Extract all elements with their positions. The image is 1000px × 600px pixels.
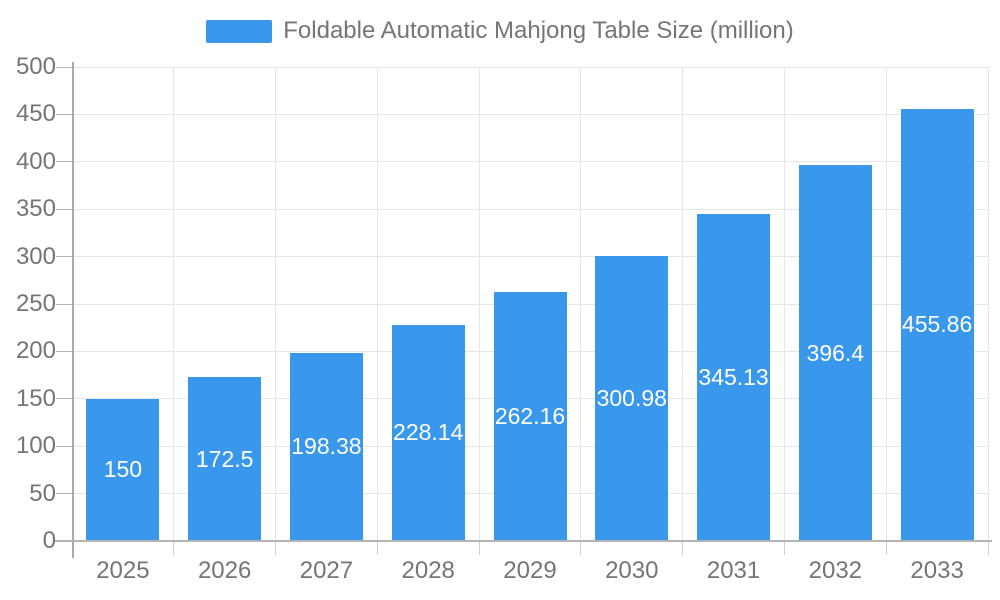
y-axis-label: 400: [15, 147, 56, 175]
gridline-horizontal: [72, 113, 988, 115]
bar: 345.13: [697, 213, 771, 541]
gridline-vertical: [682, 67, 684, 541]
x-axis-label: 2029: [503, 557, 557, 584]
gridline-vertical: [580, 67, 582, 541]
y-axis-tick: [56, 256, 72, 258]
y-axis-tick: [56, 66, 72, 68]
gridline-vertical: [173, 67, 175, 541]
y-axis-tick: [56, 113, 72, 115]
bar: 262.16: [493, 292, 567, 541]
chart-legend: Foldable Automatic Mahjong Table Size (m…: [0, 15, 1000, 47]
bar-value-label: 262.16: [494, 403, 566, 430]
y-axis-label: 500: [15, 53, 56, 80]
gridline-vertical: [885, 67, 887, 541]
gridline-vertical: [783, 67, 785, 541]
y-axis-label: 300: [15, 242, 56, 270]
y-axis-tick: [56, 161, 72, 163]
gridline-vertical: [376, 67, 378, 541]
y-axis-tick: [56, 208, 72, 210]
legend-item[interactable]: Foldable Automatic Mahjong Table Size (m…: [206, 17, 794, 45]
bar-value-label: 172.5: [195, 445, 254, 472]
plot-area: 150 172.5 198.38 228.14 262.16 300.98 345.13 39…: [55, 62, 992, 558]
bar-value-label: 396.4: [806, 339, 865, 366]
gridline-vertical: [478, 67, 480, 541]
bar-value-label: 300.98: [596, 384, 667, 411]
bar-value-label: 198.38: [291, 433, 362, 460]
x-axis-tick: [376, 541, 378, 555]
x-axis-tick: [580, 541, 582, 555]
y-axis-tick: [56, 303, 72, 305]
bar: 198.38: [289, 352, 363, 541]
bar: 172.5: [188, 377, 262, 541]
x-axis-label: 2033: [910, 557, 964, 584]
y-axis-label: 350: [15, 195, 56, 223]
x-axis-tick: [885, 541, 887, 555]
x-axis-label: 2028: [401, 557, 455, 584]
bar: 150: [86, 398, 160, 541]
y-axis-tick: [56, 493, 72, 495]
y-axis-tick: [56, 398, 72, 400]
x-axis-tick: [275, 541, 277, 555]
x-axis-tick: [783, 541, 785, 555]
bar-value-label: 150: [103, 456, 143, 483]
x-axis-tick: [173, 541, 175, 555]
gridline-horizontal: [72, 161, 988, 163]
legend-label: Foldable Automatic Mahjong Table Size (m…: [283, 17, 794, 44]
y-axis-tick: [56, 445, 72, 447]
bar: 300.98: [595, 255, 669, 541]
legend-swatch: [206, 19, 273, 43]
bar: 228.14: [391, 324, 465, 541]
bar: 455.86: [900, 108, 974, 541]
x-axis-label: 2027: [299, 557, 354, 584]
y-axis-label: 200: [15, 337, 56, 365]
gridline-vertical: [987, 67, 989, 541]
x-axis-label: 2030: [605, 557, 659, 584]
x-axis-label: 2025: [96, 557, 150, 584]
bar-value-label: 228.14: [393, 419, 464, 446]
gridline-horizontal: [72, 208, 988, 210]
x-axis-tick: [478, 541, 480, 555]
y-axis-label: 0: [42, 527, 56, 554]
gridline-horizontal: [72, 256, 988, 258]
bar-value-label: 455.86: [901, 311, 973, 338]
y-axis-label: 150: [15, 384, 56, 412]
y-axis-tick: [56, 350, 72, 352]
x-axis-tick: [987, 541, 989, 555]
y-axis-line: [72, 62, 74, 558]
x-axis-line: [55, 540, 992, 542]
y-axis-label: 100: [15, 432, 56, 460]
y-axis-label: 250: [15, 290, 56, 317]
bar: 396.4: [798, 165, 872, 541]
x-axis-label: 2026: [197, 557, 252, 584]
bar-value-label: 345.13: [698, 363, 769, 390]
y-axis-label: 450: [15, 100, 56, 128]
x-axis-label: 2032: [808, 557, 863, 584]
x-axis-tick: [682, 541, 684, 555]
gridline-horizontal: [72, 66, 988, 68]
gridline-vertical: [275, 67, 277, 541]
x-axis-label: 2031: [706, 557, 761, 584]
y-axis-label: 50: [29, 479, 56, 507]
